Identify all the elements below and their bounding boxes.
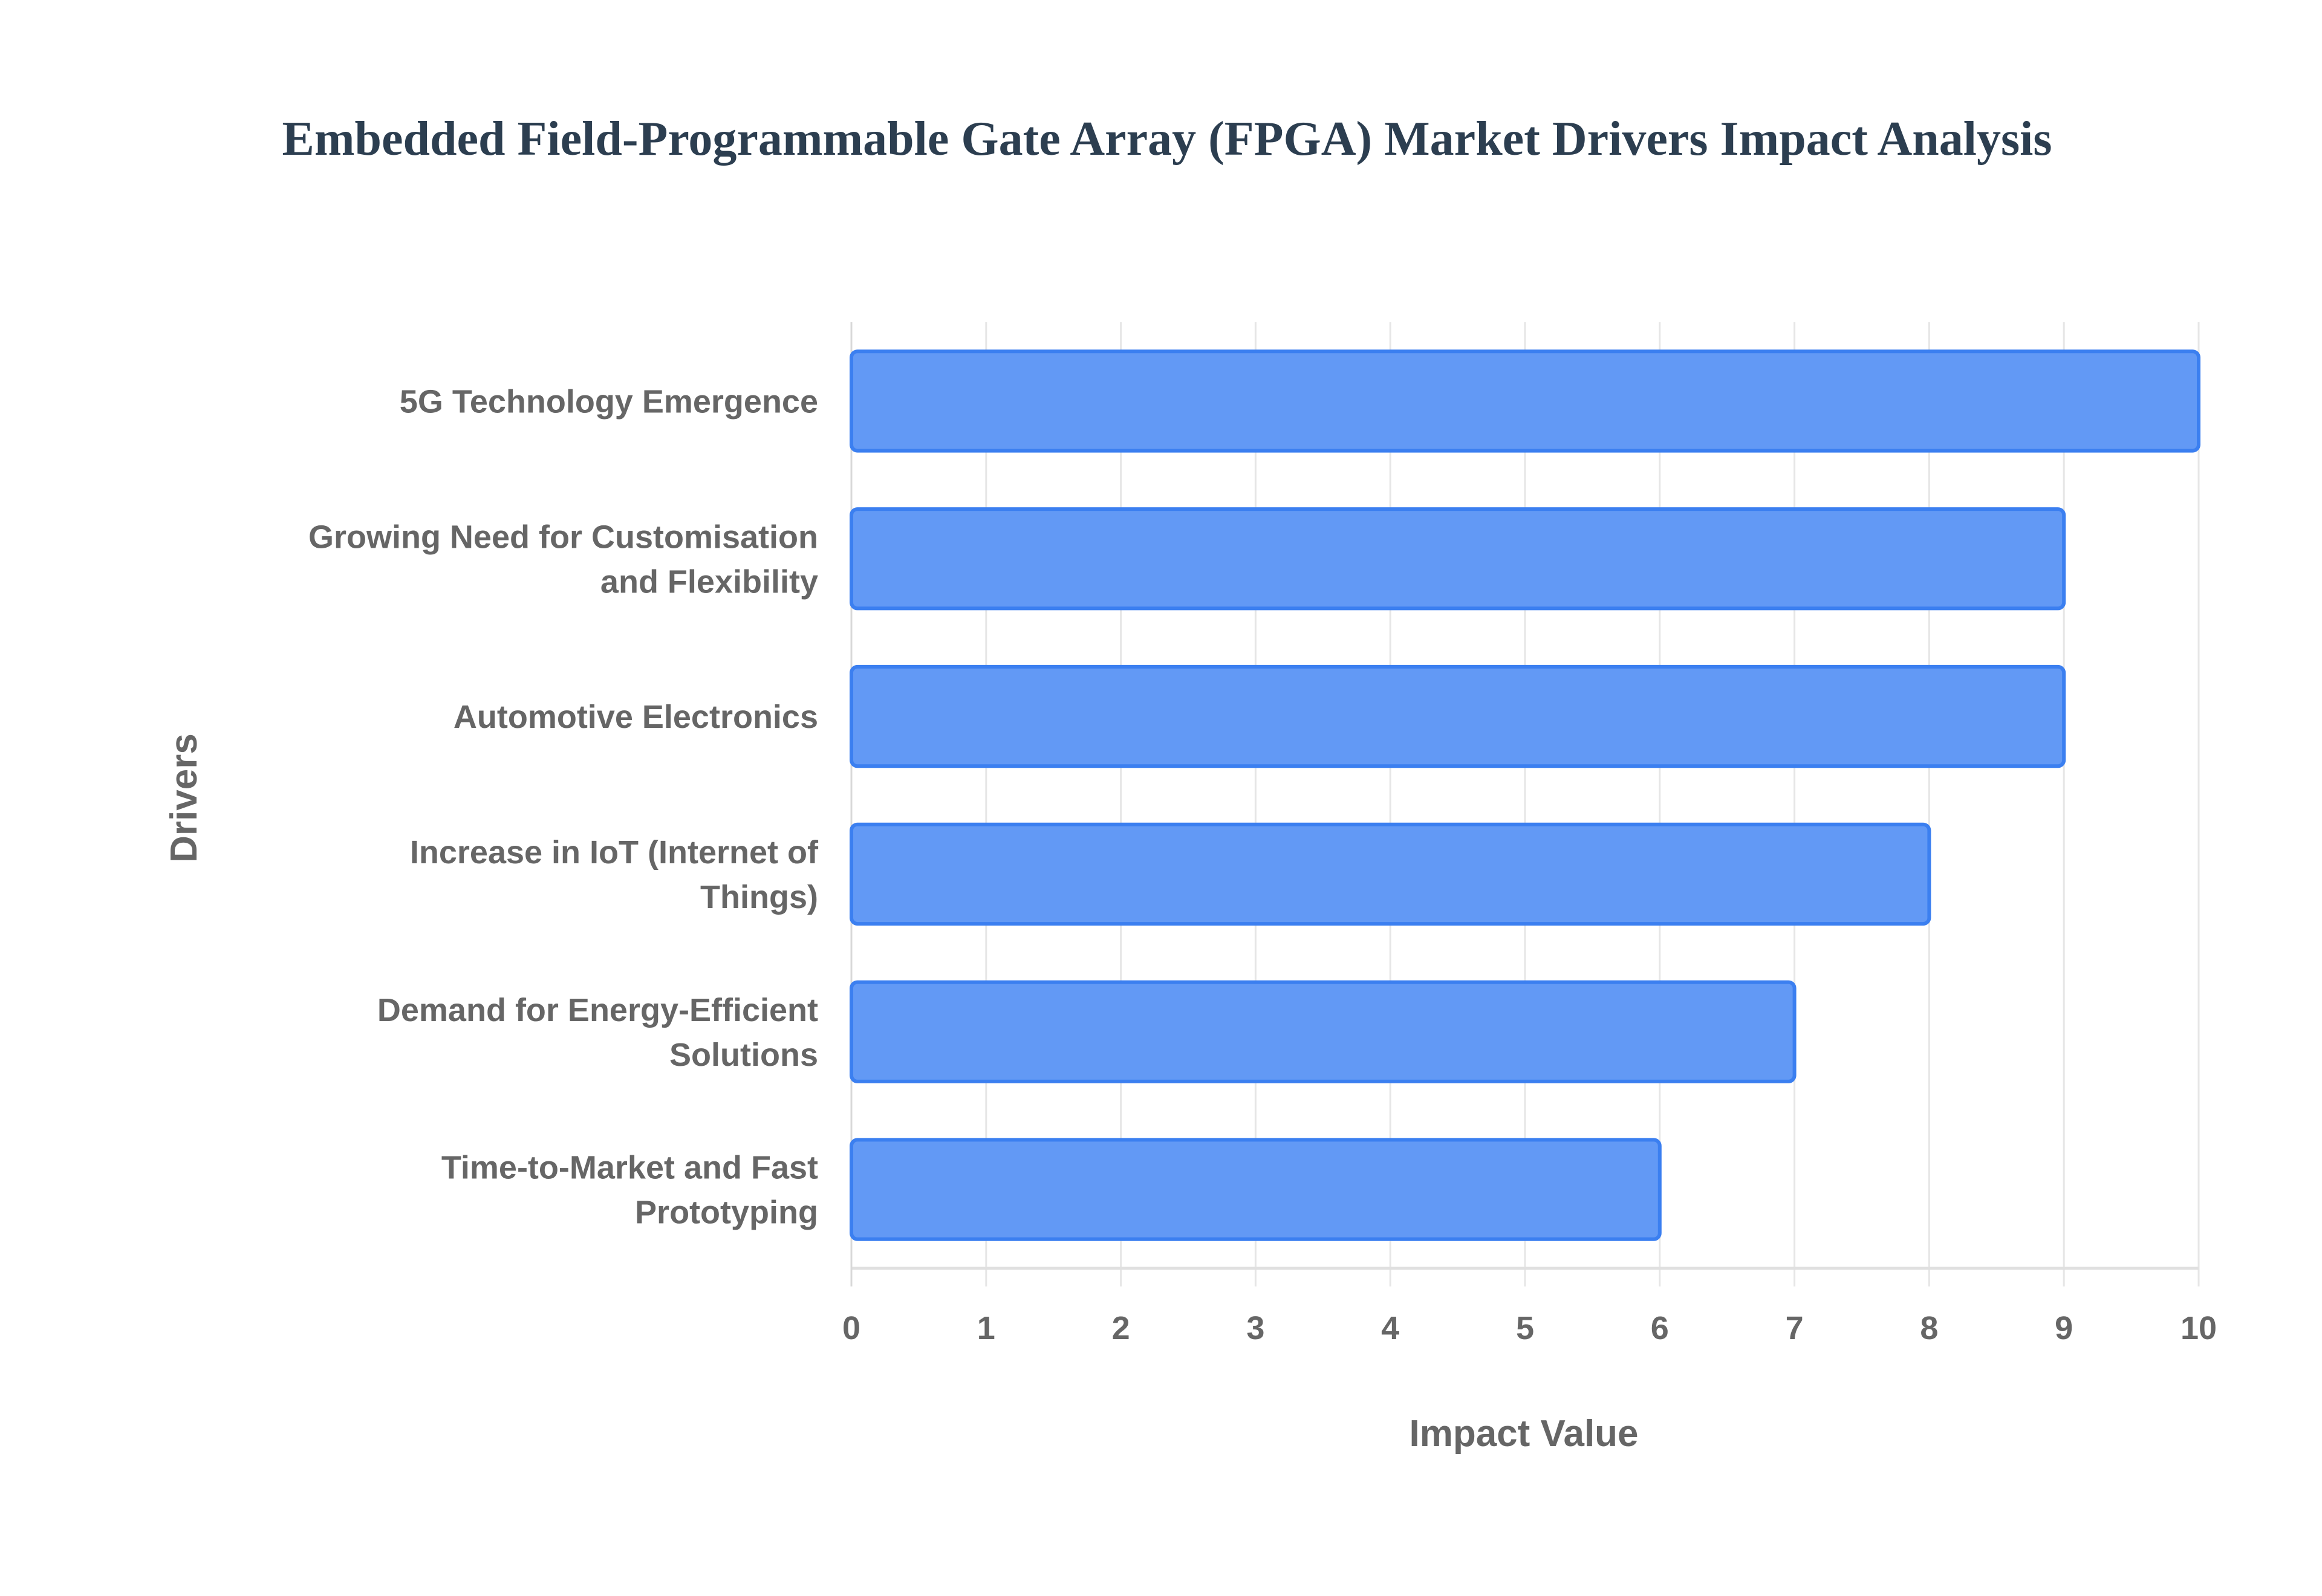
chart-title: Embedded Field-Programmable Gate Array (… — [282, 112, 2052, 166]
x-tick-label: 2 — [1112, 1310, 1130, 1346]
bar — [850, 664, 2066, 768]
x-axis-ticks: 0 1 2 3 4 5 6 7 8 9 10 — [842, 1310, 2217, 1346]
x-tick-label: 10 — [2181, 1310, 2217, 1346]
bar — [850, 980, 1797, 1083]
y-category-label: Automotive Electronics — [454, 699, 818, 735]
x-tick-label: 7 — [1786, 1310, 1804, 1346]
x-axis-title: Impact Value — [1409, 1413, 1638, 1455]
x-tick-label: 4 — [1381, 1310, 1399, 1346]
x-tick-label: 8 — [1920, 1310, 1938, 1346]
y-category-label: Solutions — [669, 1037, 818, 1073]
x-tick-label: 9 — [2055, 1310, 2073, 1346]
bar — [850, 507, 2066, 611]
bar — [850, 1138, 1662, 1241]
y-axis-title: Drivers — [163, 733, 205, 863]
gridlines — [850, 322, 2200, 1286]
bar — [850, 349, 2200, 453]
y-axis-labels: 5G Technology Emergence Growing Need for … — [308, 383, 819, 1230]
x-tick-label: 0 — [842, 1310, 860, 1346]
x-tick-label: 3 — [1246, 1310, 1264, 1346]
x-tick-label: 5 — [1516, 1310, 1534, 1346]
y-category-label: Increase in IoT (Internet of — [410, 834, 819, 871]
y-category-label: Demand for Energy-Efficient — [377, 992, 818, 1028]
y-category-label: Growing Need for Customisation — [308, 519, 818, 555]
y-category-label: Time-to-Market and Fast — [441, 1150, 818, 1186]
y-category-label: 5G Technology Emergence — [400, 383, 818, 420]
bar — [850, 822, 1931, 926]
x-tick-label: 6 — [1651, 1310, 1669, 1346]
y-category-label: Prototyping — [635, 1195, 818, 1231]
x-tick-label: 1 — [977, 1310, 995, 1346]
y-category-label: Things) — [700, 879, 818, 915]
bars — [850, 349, 2200, 1241]
y-category-label: and Flexibility — [600, 563, 818, 600]
